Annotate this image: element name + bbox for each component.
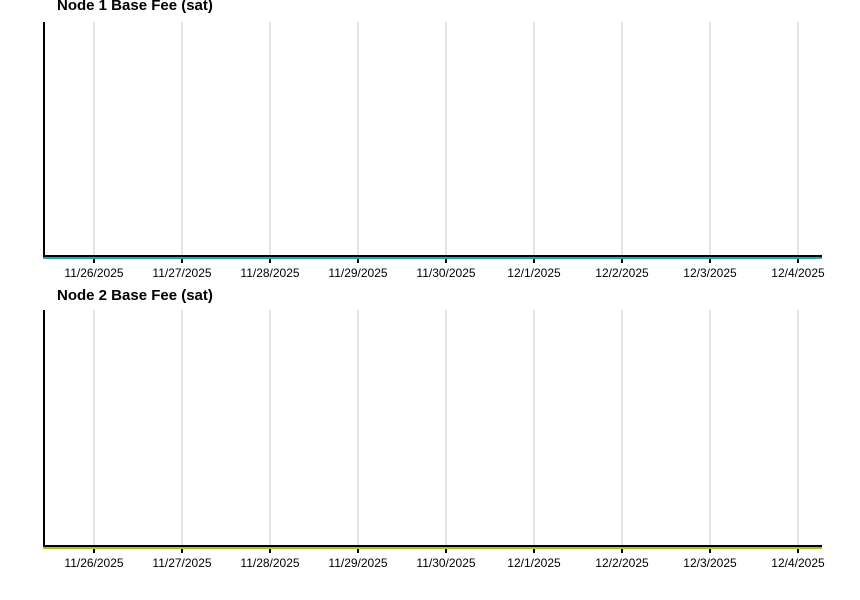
- x-axis-tick: [181, 257, 183, 263]
- x-axis-tick: [533, 547, 535, 553]
- x-axis-tick: [445, 257, 447, 263]
- x-axis-label: 11/26/2025: [64, 266, 124, 280]
- vertical-gridline: [445, 22, 447, 255]
- x-axis-label: 11/28/2025: [240, 266, 300, 280]
- x-axis-tick: [269, 547, 271, 553]
- x-axis-label: 11/27/2025: [152, 556, 212, 570]
- vertical-gridline: [93, 310, 95, 545]
- x-axis-label: 11/26/2025: [64, 556, 124, 570]
- x-axis-tick: [357, 257, 359, 263]
- x-axis-tick: [709, 547, 711, 553]
- x-axis-label: 12/2/2025: [595, 266, 649, 280]
- vertical-gridline: [357, 22, 359, 255]
- x-axis-label: 11/27/2025: [152, 266, 212, 280]
- chart1-plot-area: 11/26/2025 11/27/2025 11/28/2025 11/29/2025…: [43, 22, 825, 280]
- vertical-gridline: [533, 22, 535, 255]
- chart1-title: Node 1 Base Fee (sat): [57, 0, 213, 14]
- x-axis-tick: [93, 547, 95, 553]
- x-axis-tick: [445, 547, 447, 553]
- x-axis-tick: [269, 257, 271, 263]
- x-axis-tick: [533, 257, 535, 263]
- x-axis-label: 12/3/2025: [683, 266, 737, 280]
- x-axis-label: 12/4/2025: [771, 266, 825, 280]
- x-axis-tick: [709, 257, 711, 263]
- x-axis-tick: [621, 257, 623, 263]
- vertical-gridline: [445, 310, 447, 545]
- x-axis-label: 12/2/2025: [595, 556, 649, 570]
- series-line-node-2-base-fee: [43, 547, 822, 549]
- vertical-gridline: [533, 310, 535, 545]
- vertical-gridline: [269, 310, 271, 545]
- x-axis-tick: [621, 547, 623, 553]
- x-axis-tick: [357, 547, 359, 553]
- x-axis-tick: [797, 257, 799, 263]
- x-axis-tick: [797, 547, 799, 553]
- vertical-gridline: [357, 310, 359, 545]
- vertical-gridline: [181, 22, 183, 255]
- x-axis-label: 11/30/2025: [416, 556, 476, 570]
- vertical-gridline: [621, 310, 623, 545]
- vertical-gridline: [93, 22, 95, 255]
- x-axis-label: 11/28/2025: [240, 556, 300, 570]
- x-axis-label: 11/29/2025: [328, 556, 388, 570]
- x-axis-tick: [181, 547, 183, 553]
- x-axis-label: 12/1/2025: [507, 556, 561, 570]
- chart2-plot-area: 11/26/2025 11/27/2025 11/28/2025 11/29/2025…: [43, 310, 825, 570]
- vertical-gridline: [797, 22, 799, 255]
- vertical-gridline: [797, 310, 799, 545]
- x-axis-tick: [93, 257, 95, 263]
- vertical-gridline: [709, 22, 711, 255]
- series-line-node-1-base-fee: [43, 257, 822, 259]
- x-axis-label: 12/1/2025: [507, 266, 561, 280]
- x-axis-label: 12/3/2025: [683, 556, 737, 570]
- x-axis-label: 11/29/2025: [328, 266, 388, 280]
- vertical-gridline: [621, 22, 623, 255]
- vertical-gridline: [181, 310, 183, 545]
- chart2-title: Node 2 Base Fee (sat): [57, 287, 213, 304]
- x-axis-label: 12/4/2025: [771, 556, 825, 570]
- x-axis-label: 11/30/2025: [416, 266, 476, 280]
- vertical-gridline: [269, 22, 271, 255]
- vertical-gridline: [709, 310, 711, 545]
